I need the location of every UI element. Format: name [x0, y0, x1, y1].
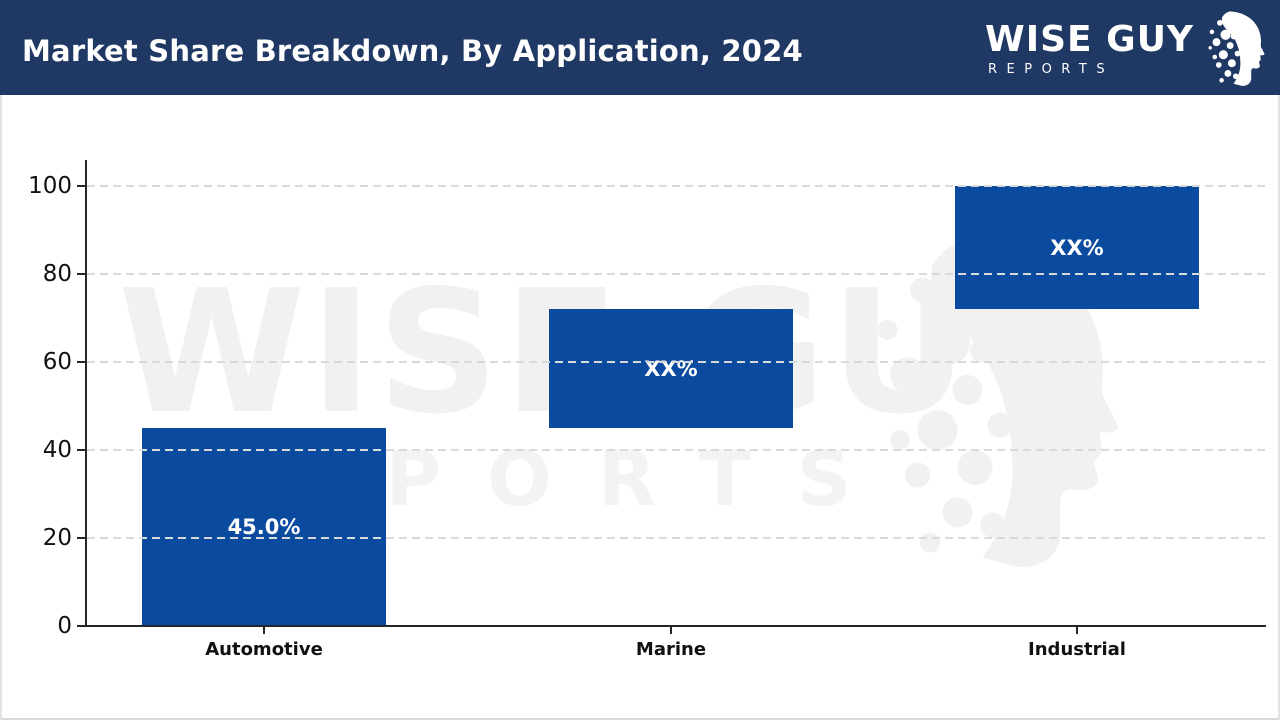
logo-text: WISE GUY REPORTS — [984, 18, 1194, 77]
x-axis-category-label: Automotive — [205, 639, 323, 660]
x-axis-tick — [670, 627, 672, 634]
y-axis-tick-label: 0 — [57, 613, 72, 639]
x-axis-tick — [263, 627, 265, 634]
bar-value-label: XX% — [1050, 235, 1104, 260]
logo: WISE GUY REPORTS — [985, 5, 1270, 91]
gridline — [87, 449, 1265, 451]
y-axis-tick — [77, 625, 85, 627]
x-axis-category-label: Marine — [635, 639, 707, 660]
y-axis-tick — [77, 361, 85, 363]
y-axis-tick — [77, 185, 85, 187]
y-axis-tick — [77, 449, 85, 451]
page-title: Market Share Breakdown, By Application, … — [22, 33, 803, 68]
gridline — [87, 537, 1265, 539]
figure-right-border — [1278, 95, 1280, 720]
gridline — [87, 273, 1265, 275]
bar-value-label: 45.0% — [227, 515, 301, 539]
figure-bottom-border — [0, 718, 1280, 720]
gridline — [87, 361, 1265, 363]
bar-automotive: 45.0% — [142, 428, 386, 626]
gridline — [87, 185, 1265, 187]
logo-head-icon — [1208, 10, 1265, 86]
y-axis-tick-label: 60 — [42, 349, 72, 375]
y-axis-line — [85, 160, 87, 627]
logo-reports: REPORTS — [987, 61, 1115, 77]
bar-marine: XX% — [549, 309, 793, 428]
figure-left-border — [0, 95, 2, 720]
y-axis-tick-label: 80 — [42, 261, 72, 287]
bar-value-label: XX% — [644, 356, 698, 381]
y-axis-tick-label: 100 — [28, 173, 72, 199]
bar-industrial: XX% — [955, 186, 1199, 309]
logo-wise-guy: WISE GUY — [984, 18, 1194, 60]
x-axis-line — [85, 625, 1266, 627]
y-axis-tick — [77, 273, 85, 275]
y-axis-tick — [77, 537, 85, 539]
header: Market Share Breakdown, By Application, … — [0, 0, 1280, 95]
x-axis-category-label: Industrial — [1028, 639, 1126, 660]
x-axis-tick — [1076, 627, 1078, 634]
y-axis-tick-label: 20 — [42, 525, 72, 551]
y-axis-tick-label: 40 — [42, 437, 72, 463]
